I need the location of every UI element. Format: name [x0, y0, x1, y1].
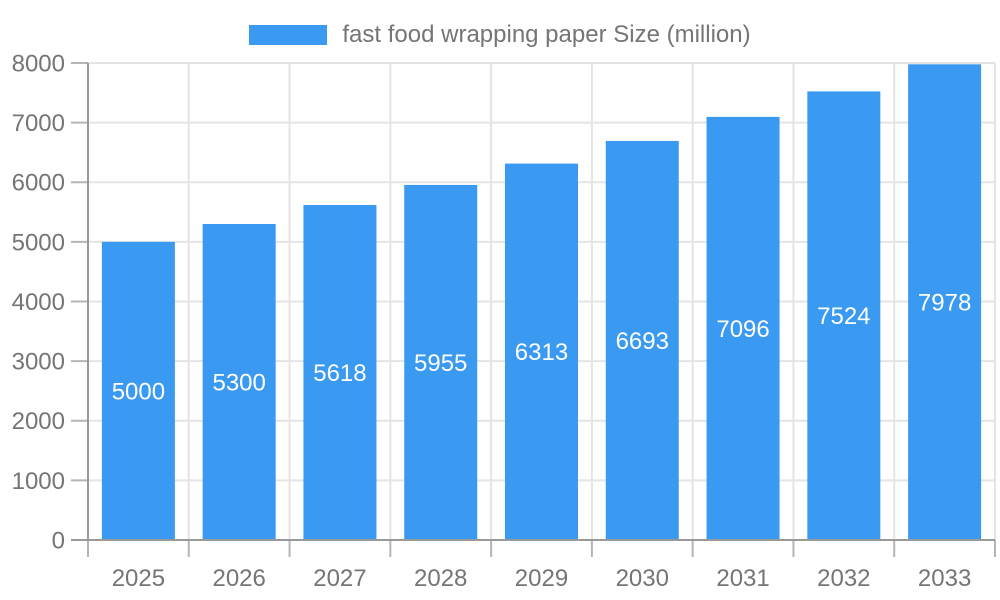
x-tick-label: 2029: [515, 565, 568, 592]
bar-value-label: 5000: [112, 378, 165, 405]
y-tick-label: 2000: [12, 408, 65, 435]
bar: [505, 163, 578, 540]
bar: [706, 116, 780, 540]
y-tick-label: 5000: [12, 229, 65, 256]
legend-item[interactable]: fast food wrapping paper Size (million): [0, 21, 1000, 49]
y-tick-label: 3000: [12, 349, 65, 376]
bar-value-label: 5618: [313, 360, 366, 387]
bar: [807, 91, 881, 540]
bar: [605, 140, 679, 540]
y-tick-label: 0: [52, 527, 65, 554]
bar: [101, 241, 175, 540]
bar: [303, 205, 377, 541]
x-tick-label: 2032: [817, 565, 870, 592]
x-tick-label: 2028: [414, 565, 467, 592]
bar-value-label: 7978: [918, 290, 971, 317]
bar-value-label: 7524: [817, 303, 870, 330]
x-tick-label: 2027: [313, 565, 366, 592]
y-tick-label: 8000: [12, 50, 65, 77]
x-tick-label: 2030: [616, 565, 669, 592]
y-tick-label: 4000: [12, 289, 65, 316]
bar: [404, 184, 478, 541]
x-tick-label: 2026: [212, 565, 265, 592]
y-tick-label: 1000: [12, 468, 65, 495]
x-tick-label: 2031: [716, 565, 769, 592]
bar-value-label: 6693: [616, 328, 669, 355]
x-tick-label: 2025: [112, 565, 165, 592]
y-tick-label: 7000: [12, 110, 65, 137]
bar-value-label: 7096: [716, 316, 769, 343]
legend-label: fast food wrapping paper Size (million): [342, 21, 751, 48]
bar-value-label: 5300: [212, 369, 265, 396]
bar: [908, 64, 982, 540]
legend-swatch: [249, 25, 328, 45]
bar: [202, 223, 276, 541]
y-tick-label: 6000: [12, 170, 65, 197]
x-tick-label: 2033: [918, 565, 971, 592]
bar-value-label: 6313: [515, 339, 568, 366]
bar-value-label: 5955: [414, 350, 467, 377]
